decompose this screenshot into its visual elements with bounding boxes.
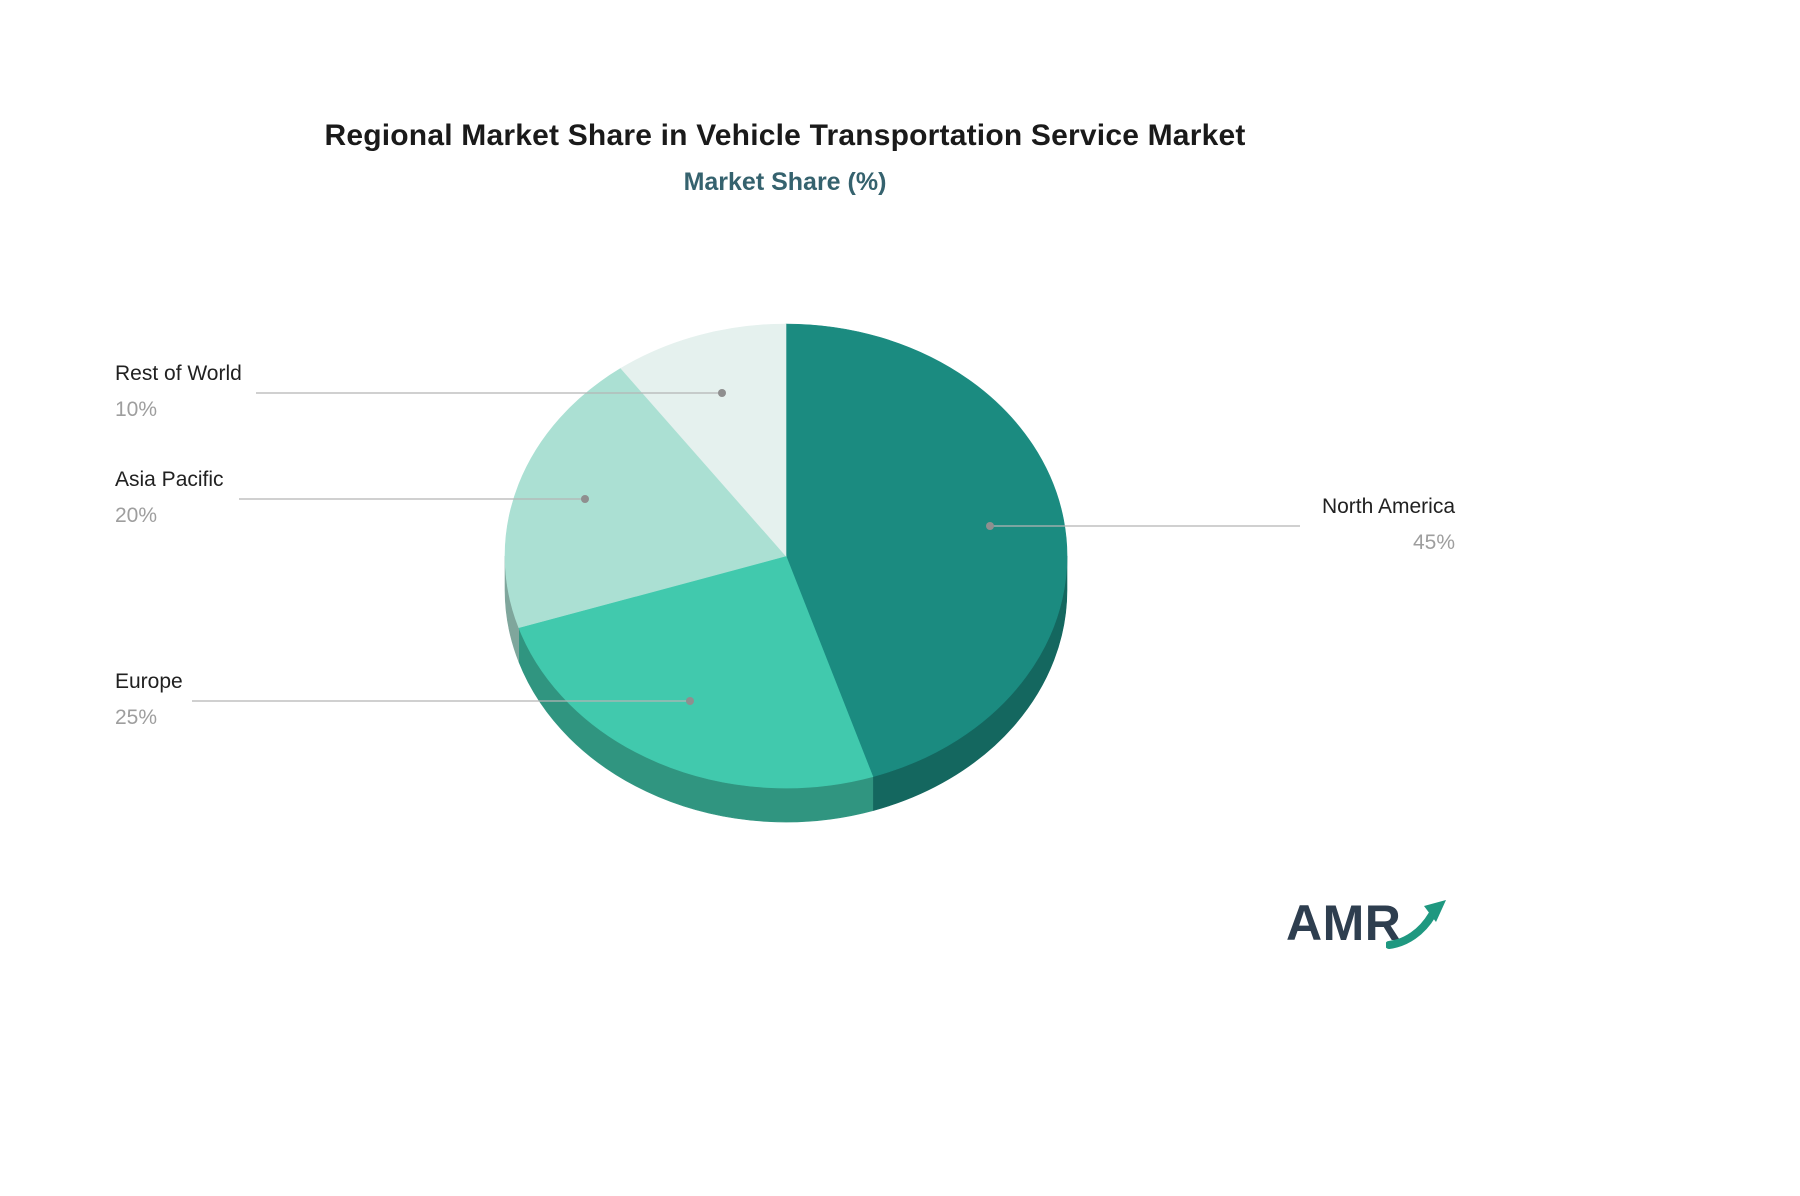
amr-logo: AMR: [1286, 898, 1448, 950]
pie-slice-asia-pacific[interactable]: [504, 367, 787, 629]
chart-title: Regional Market Share in Vehicle Transpo…: [324, 119, 1246, 152]
leader-dot-north-america: [986, 522, 994, 530]
pie-slice-rest-of-world[interactable]: [620, 323, 787, 557]
pie-slice-europe[interactable]: [518, 555, 874, 789]
amr-logo-text: AMR: [1286, 895, 1402, 951]
leader-dot-europe: [686, 697, 694, 705]
logo-arrow-icon: [1386, 900, 1447, 949]
chart-subtitle: Market Share (%): [683, 168, 887, 196]
pie-slice-north-america[interactable]: [785, 323, 1068, 778]
leader-dot-asia-pacific: [581, 495, 589, 503]
leader-dot-rest-of-world: [718, 389, 726, 397]
